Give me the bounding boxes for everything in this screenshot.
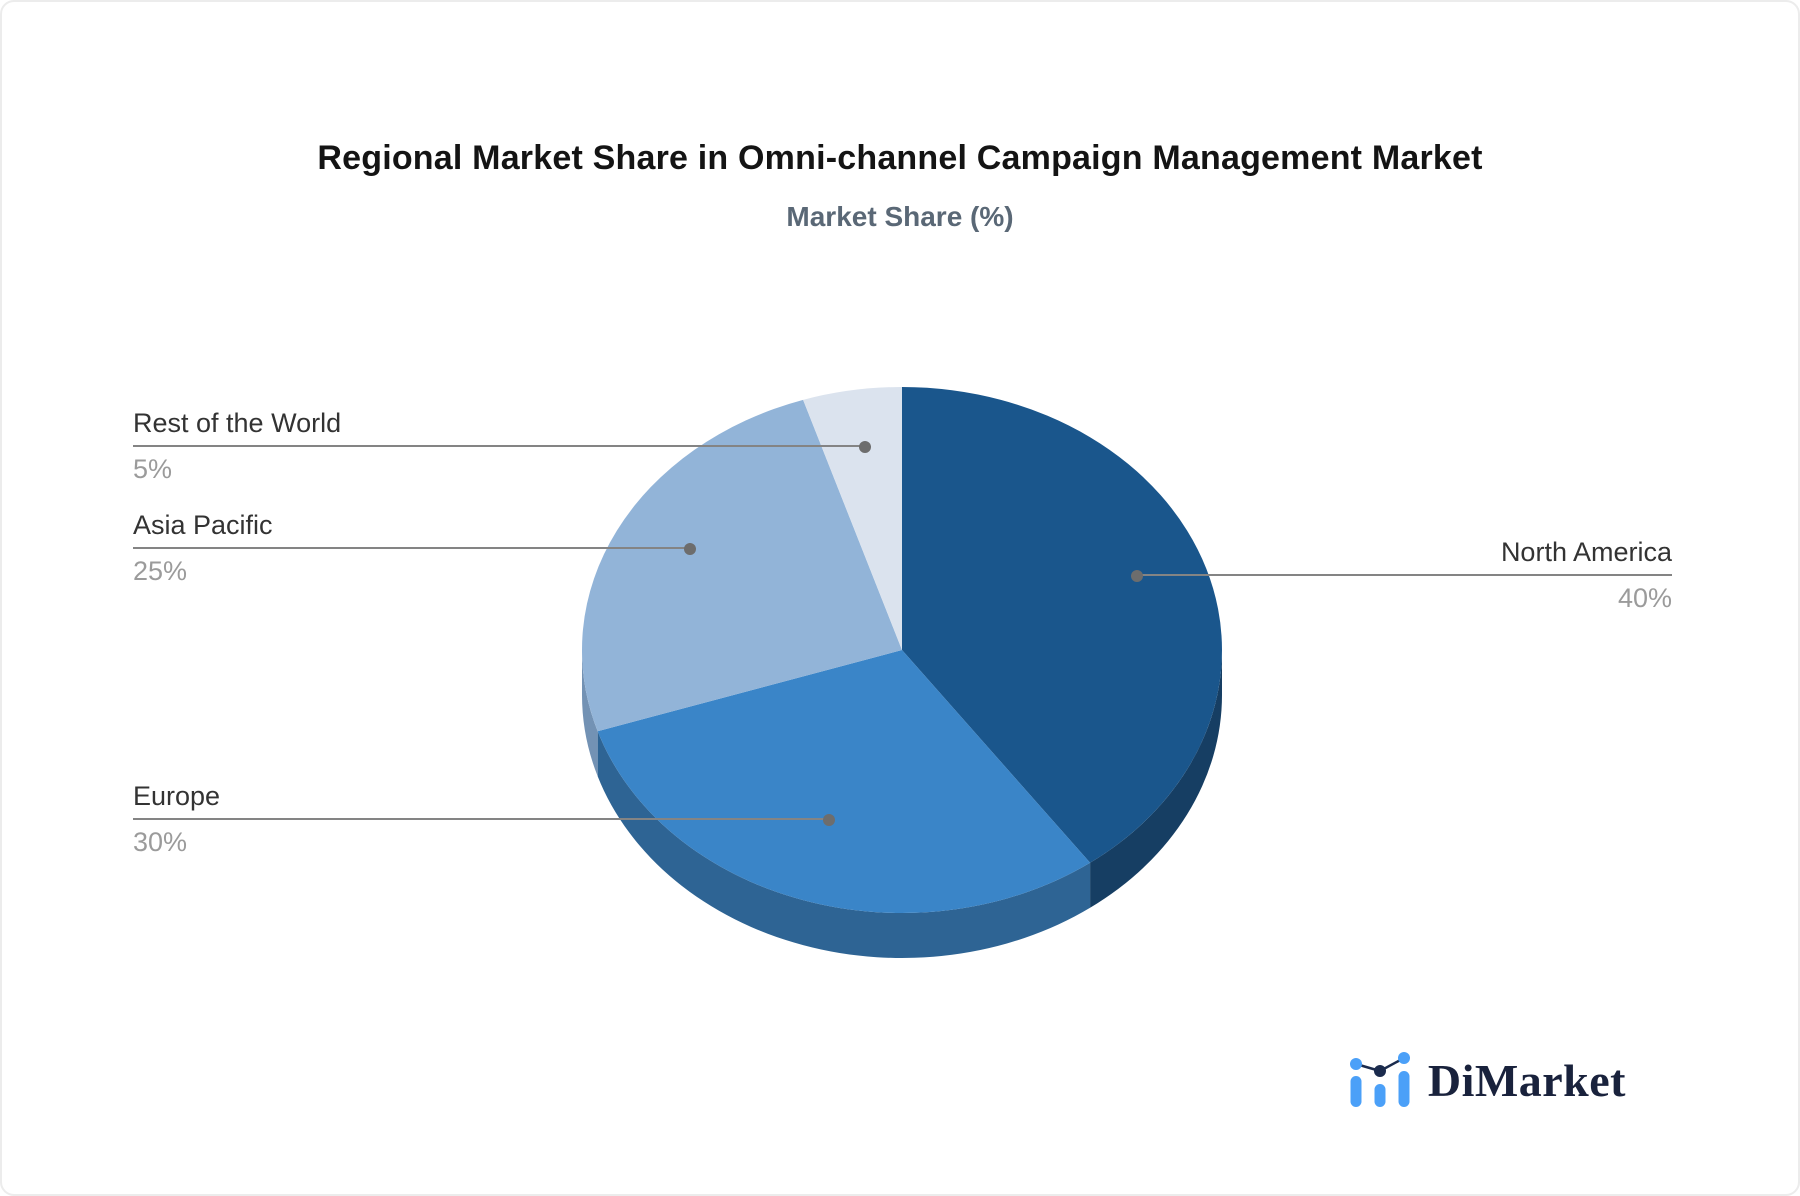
dimarket-logo-icon bbox=[1349, 1052, 1410, 1107]
leader-dot bbox=[859, 441, 871, 453]
slice-percent-north-america: 40% bbox=[1617, 583, 1672, 613]
chart-title: Regional Market Share in Omni-channel Ca… bbox=[317, 139, 1483, 177]
slice-label-asia-pacific: Asia Pacific bbox=[133, 510, 273, 540]
leader-dot bbox=[1131, 570, 1143, 582]
leader-line bbox=[133, 445, 865, 447]
leader-dot bbox=[684, 543, 696, 555]
slice-label-north-america: North America bbox=[1500, 537, 1672, 567]
slice-percent-asia-pacific: 25% bbox=[133, 556, 188, 586]
dimarket-logo: DiMarket bbox=[1348, 1050, 1626, 1110]
slice-label-europe: Europe bbox=[133, 781, 221, 811]
pie-slice-asia-pacific[interactable] bbox=[581, 399, 902, 732]
callout-north-america: North America 40% bbox=[1131, 535, 1672, 615]
callout-asia-pacific: Asia Pacific 25% bbox=[133, 508, 696, 588]
leader-line bbox=[133, 818, 829, 820]
leader-dot bbox=[823, 814, 835, 826]
pie-slice-side-asia-pacific bbox=[582, 650, 598, 777]
pie-slice-rest-of-the-world[interactable] bbox=[803, 387, 902, 650]
pie-slice-side-europe bbox=[597, 731, 1091, 958]
slice-percent-rest-of-the-world: 5% bbox=[133, 454, 173, 484]
slice-label-rest-of-the-world: Rest of the World bbox=[133, 408, 342, 438]
slice-percent-europe: 30% bbox=[133, 827, 188, 857]
callout-europe: Europe 30% bbox=[133, 779, 835, 859]
callout-rest-of-the-world: Rest of the World 5% bbox=[133, 406, 871, 486]
pie-slice-north-america[interactable] bbox=[902, 387, 1222, 863]
dimarket-logo-text: DiMarket bbox=[1427, 1054, 1626, 1106]
leader-line bbox=[133, 547, 690, 549]
pie-slice-europe[interactable] bbox=[597, 650, 1091, 913]
pie-slice-side-north-america bbox=[1090, 650, 1222, 908]
chart-subtitle: Market Share (%) bbox=[786, 201, 1014, 232]
leader-line bbox=[1137, 574, 1672, 576]
